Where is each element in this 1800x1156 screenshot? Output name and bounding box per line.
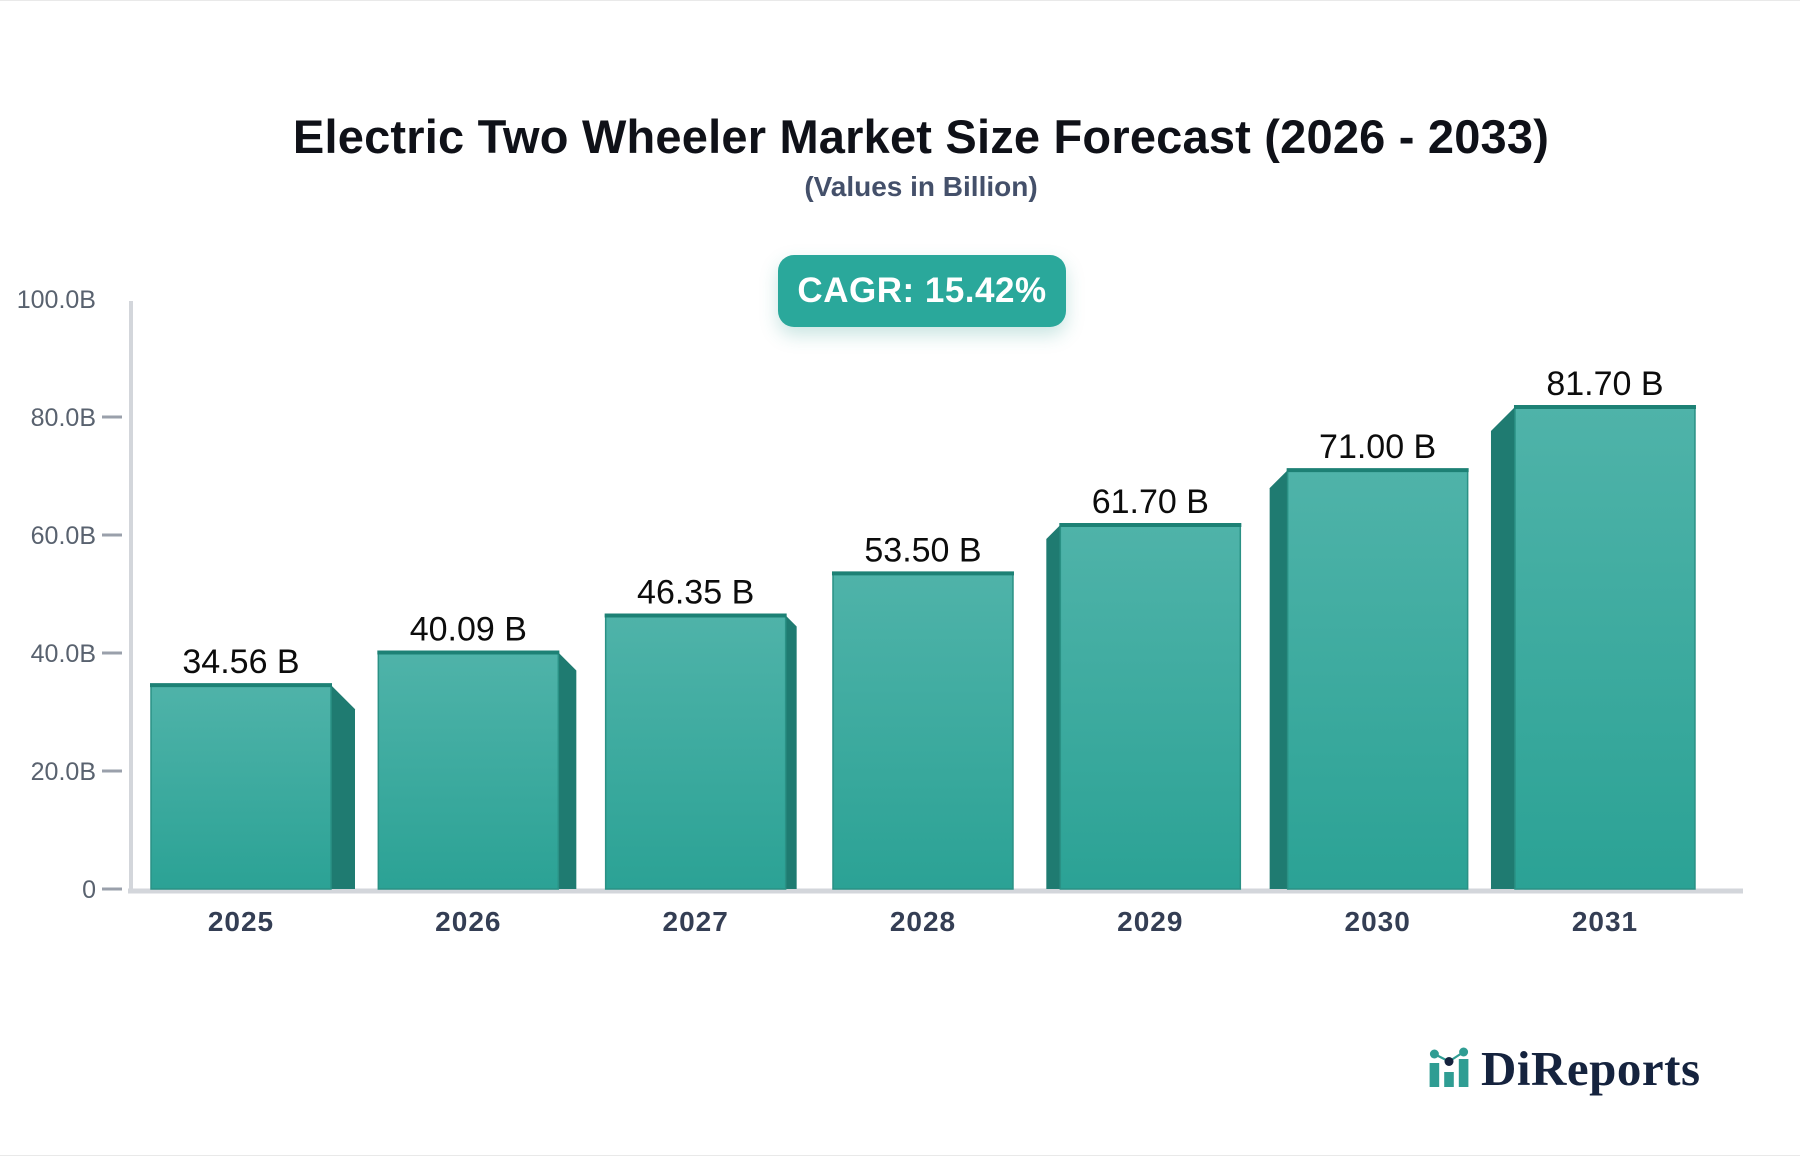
direports-logo-icon <box>1429 1047 1469 1087</box>
value-label-2031: 81.70 B <box>1546 365 1663 403</box>
y-tick-label-60.0B: 60.0B <box>31 522 96 550</box>
y-tick-label-40.0B: 40.0B <box>31 640 96 668</box>
bar-2025[interactable] <box>150 684 332 890</box>
x-label-2027: 2027 <box>663 906 729 937</box>
value-label-2027: 46.35 B <box>637 574 754 612</box>
bar-2031-side-face <box>1490 406 1515 889</box>
bar-group-2025: 34.56 B 2025 <box>150 643 355 937</box>
x-label-2030: 2030 <box>1345 906 1411 937</box>
bar-2026-side-face <box>558 652 577 889</box>
cagr-badge: CAGR: 15.42% <box>778 255 1066 327</box>
direports-logo: DiReports <box>1428 1035 1701 1093</box>
bar-2026[interactable] <box>377 651 560 890</box>
y-tick-label-0: 0 <box>82 876 96 904</box>
y-tick-label-20.0B: 20.0B <box>31 758 96 786</box>
y-tick-label-80.0B: 80.0B <box>31 404 96 432</box>
bar-group-2026: 40.09 B 2026 <box>377 610 577 937</box>
direports-logo-text: DiReports <box>1481 1041 1701 1096</box>
bar-group-2027: 46.35 B 2027 <box>604 574 797 937</box>
bar-2027-side-face <box>785 615 797 889</box>
y-tick-label-100.0B: 100.0B <box>17 286 96 314</box>
value-label-2028: 53.50 B <box>864 531 981 569</box>
x-label-2028: 2028 <box>890 906 956 937</box>
x-label-2025: 2025 <box>208 906 274 937</box>
bar-2029[interactable] <box>1059 524 1242 890</box>
x-label-2029: 2029 <box>1117 906 1183 937</box>
x-label-2026: 2026 <box>435 906 501 937</box>
bar-2031[interactable] <box>1514 406 1696 890</box>
bar-group-2030: 71.00 B 2030 <box>1269 428 1469 937</box>
cagr-badge-label: CAGR: 15.42% <box>797 271 1047 310</box>
value-label-2029: 61.70 B <box>1092 483 1209 521</box>
value-label-2025: 34.56 B <box>182 643 299 681</box>
bar-2029-side-face <box>1046 524 1061 889</box>
chart-title: Electric Two Wheeler Market Size Forecas… <box>292 110 1550 163</box>
bar-2030[interactable] <box>1286 469 1469 890</box>
bar-2025-side-face <box>331 685 355 889</box>
bar-2027[interactable] <box>604 614 787 890</box>
value-label-2030: 71.00 B <box>1319 428 1436 466</box>
value-label-2026: 40.09 B <box>410 610 527 648</box>
bar-group-2029: 61.70 B 2029 <box>1046 483 1242 937</box>
bar-2028[interactable] <box>832 572 1014 890</box>
x-label-2031: 2031 <box>1572 906 1638 937</box>
bar-group-2031: 81.70 B 2031 <box>1490 365 1696 937</box>
bar-2030-side-face <box>1269 470 1288 889</box>
bar-group-2028: 53.50 B 2028 <box>831 531 1014 937</box>
chart-subtitle: (Values in Billion) <box>804 171 1038 202</box>
